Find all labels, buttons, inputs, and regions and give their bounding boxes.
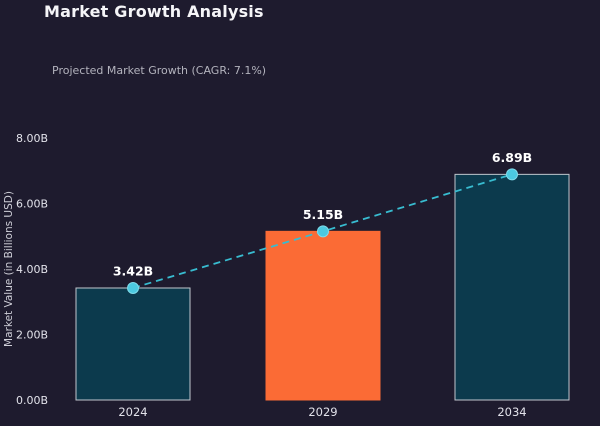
trend-marker-2034 bbox=[506, 168, 518, 181]
y-tick-label: 0.00B bbox=[16, 394, 48, 407]
bar-value-label: 3.42B bbox=[113, 263, 153, 278]
chart-title: Market Growth Analysis bbox=[44, 2, 264, 21]
x-tick-label: 2024 bbox=[118, 405, 147, 419]
bar-2034 bbox=[454, 173, 570, 401]
y-tick-label: 2.00B bbox=[16, 329, 48, 342]
bar-value-label: 5.15B bbox=[303, 207, 343, 222]
x-tick-label: 2034 bbox=[497, 405, 526, 419]
bar-2024 bbox=[75, 287, 191, 401]
bar-2029 bbox=[265, 230, 381, 401]
y-axis-label: Market Value (in Billions USD) bbox=[3, 191, 15, 347]
trend-marker-2024 bbox=[127, 281, 139, 294]
bar-value-label: 6.89B bbox=[492, 150, 532, 165]
trend-marker-2029 bbox=[317, 225, 329, 238]
x-tick-label: 2029 bbox=[308, 405, 337, 419]
chart-subtitle: Projected Market Growth (CAGR: 7.1%) bbox=[52, 64, 267, 77]
y-tick-label: 4.00B bbox=[16, 263, 48, 276]
y-tick-label: 6.00B bbox=[16, 198, 48, 211]
y-tick-label: 8.00B bbox=[16, 132, 48, 145]
